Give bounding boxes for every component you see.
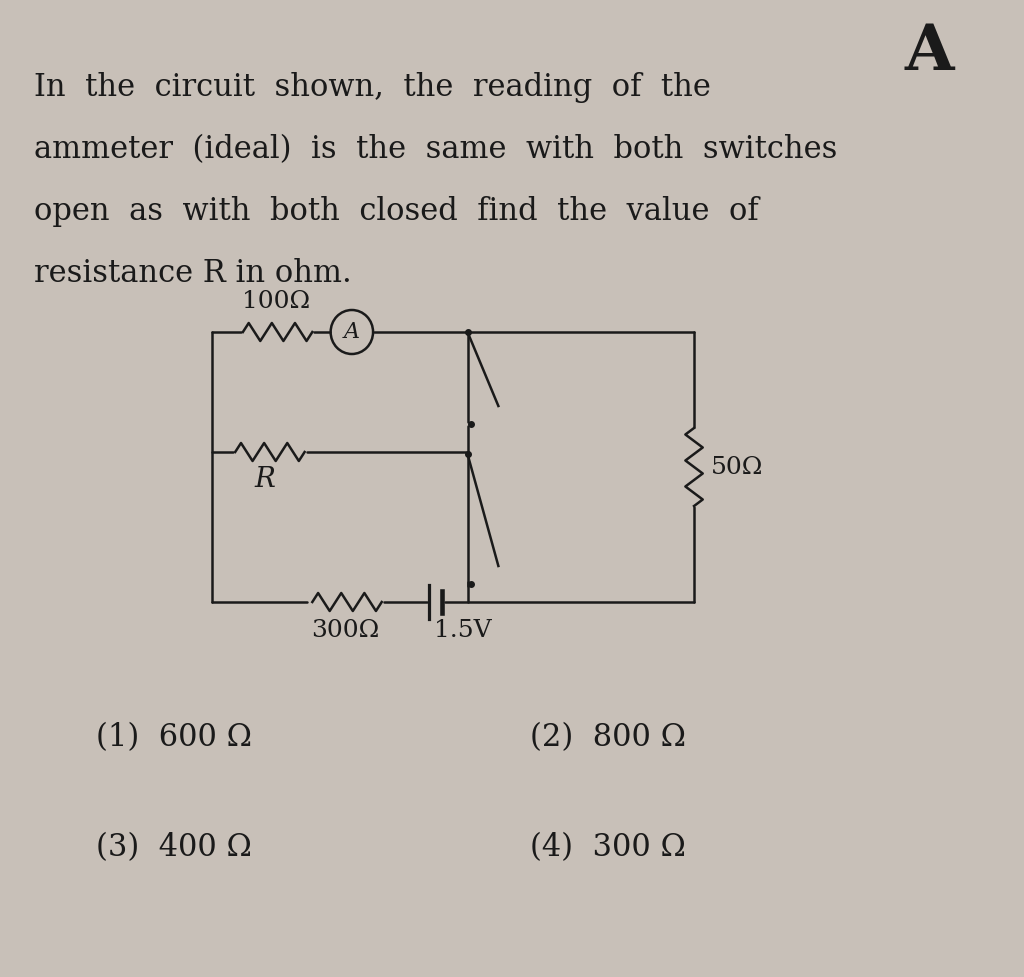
Text: 300Ω: 300Ω	[311, 619, 379, 642]
Text: 50Ω: 50Ω	[711, 455, 763, 479]
Text: 100Ω: 100Ω	[242, 290, 309, 313]
Text: (3)  400 Ω: (3) 400 Ω	[96, 832, 252, 863]
Text: ammeter  (ideal)  is  the  same  with  both  switches: ammeter (ideal) is the same with both sw…	[34, 134, 837, 165]
Text: (2)  800 Ω: (2) 800 Ω	[530, 722, 686, 753]
Text: resistance R in ohm.: resistance R in ohm.	[34, 258, 351, 289]
Text: (4)  300 Ω: (4) 300 Ω	[530, 832, 686, 863]
Text: A: A	[344, 321, 359, 343]
Text: R: R	[255, 466, 275, 493]
Text: In  the  circuit  shown,  the  reading  of  the: In the circuit shown, the reading of the	[34, 72, 711, 103]
Text: (1)  600 Ω: (1) 600 Ω	[96, 722, 252, 753]
Text: A: A	[905, 22, 954, 83]
Text: open  as  with  both  closed  find  the  value  of: open as with both closed find the value …	[34, 196, 759, 227]
Text: 1.5V: 1.5V	[434, 619, 492, 642]
